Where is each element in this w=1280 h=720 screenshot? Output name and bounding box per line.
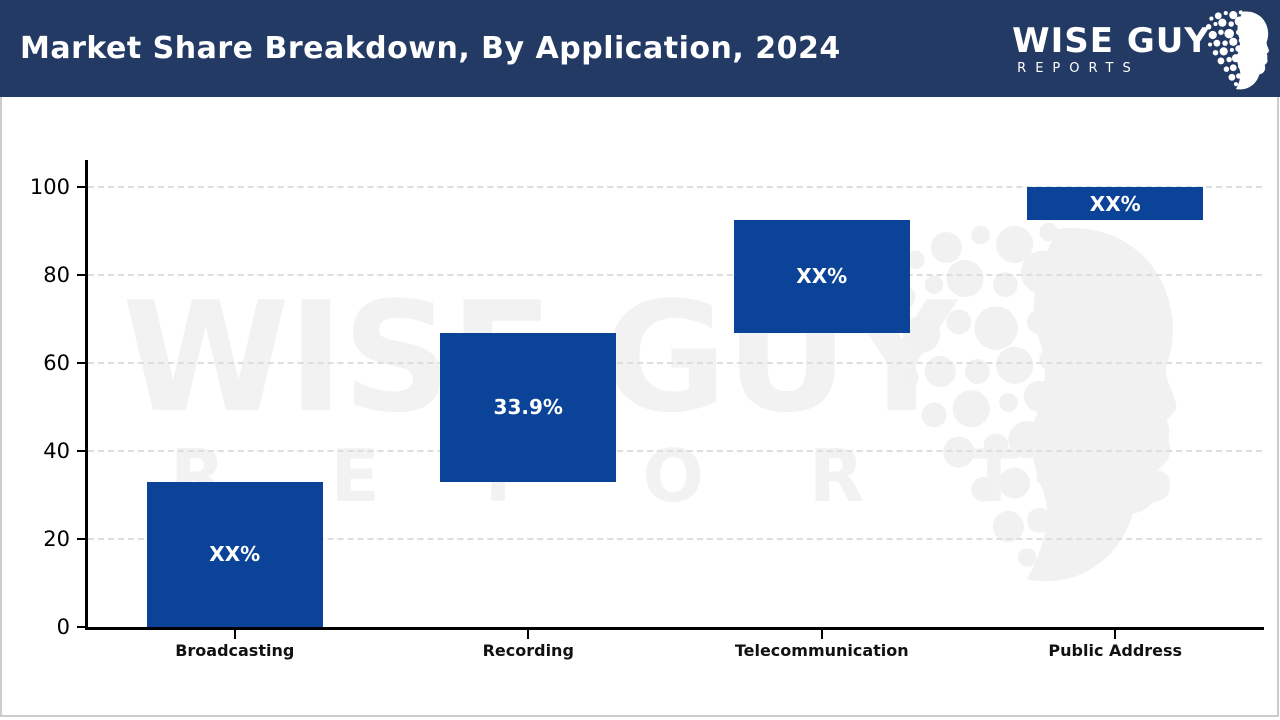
y-axis-line <box>85 160 88 630</box>
x-axis-line <box>85 627 1264 630</box>
gridline <box>88 186 1262 188</box>
bar-public-address: XX% <box>1027 187 1204 220</box>
bar-broadcasting: XX% <box>146 481 323 627</box>
header-bar: Market Share Breakdown, By Application, … <box>0 0 1280 97</box>
gridline <box>88 538 1262 540</box>
bar-telecommunication: XX% <box>733 220 910 333</box>
category-label: Telecommunication <box>734 641 909 660</box>
wise-guy-logo: WISE GUY REPORTS <box>1012 6 1272 94</box>
y-tick-label: 80 <box>43 263 70 287</box>
x-tick-mark <box>233 630 236 639</box>
y-tick-label: 40 <box>43 439 70 463</box>
y-tick-mark <box>77 362 86 364</box>
category-label: Recording <box>482 641 574 660</box>
gridline <box>88 450 1262 452</box>
x-tick-mark <box>1114 630 1117 639</box>
bar-value-label: XX% <box>209 542 261 567</box>
logo-wordmark: WISE GUY <box>1012 21 1210 62</box>
bar-recording: 33.9% <box>440 332 617 482</box>
category-label: Broadcasting <box>175 641 295 660</box>
category-label: Public Address <box>1048 641 1183 660</box>
y-tick-mark <box>77 274 86 276</box>
y-tick-mark <box>77 186 86 188</box>
bar-value-label: 33.9% <box>493 395 563 420</box>
x-tick-mark <box>820 630 823 639</box>
y-tick-label: 20 <box>43 527 70 551</box>
y-tick-mark <box>77 538 86 540</box>
logo-subtitle: REPORTS <box>1017 60 1140 76</box>
y-tick-mark <box>77 626 86 628</box>
y-tick-label: 0 <box>56 615 70 639</box>
y-tick-label: 60 <box>43 351 70 375</box>
gridline <box>88 362 1262 364</box>
y-tick-mark <box>77 450 86 452</box>
page-title: Market Share Breakdown, By Application, … <box>20 31 841 66</box>
bar-value-label: XX% <box>796 264 848 289</box>
y-tick-label: 100 <box>29 175 70 199</box>
x-tick-mark <box>527 630 530 639</box>
bar-value-label: XX% <box>1089 191 1141 216</box>
gridline <box>88 274 1262 276</box>
logo-text: WISE GUY REPORTS <box>1012 21 1210 76</box>
